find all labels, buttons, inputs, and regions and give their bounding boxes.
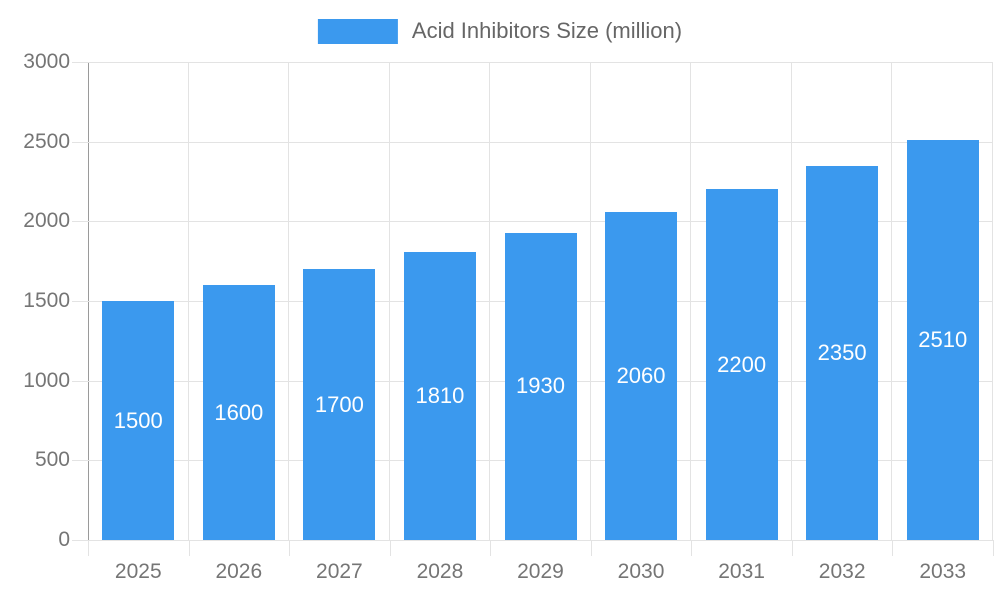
y-tick-label: 0: [58, 528, 70, 551]
x-tick-label: 2033: [919, 560, 967, 583]
y-tick-label: 500: [34, 448, 70, 472]
y-grid-line: [88, 62, 993, 63]
y-tick-label: 2500: [23, 129, 70, 153]
y-axis-tick: [72, 380, 88, 382]
y-axis-tick: [72, 62, 88, 63]
y-tick-label: 3000: [23, 50, 70, 73]
plot-area: 1500 1600 1700 1810 1930 2060 2200 2350 2510: [88, 62, 993, 541]
bar[interactable]: 1500: [102, 301, 175, 540]
x-axis-tick: [691, 540, 693, 556]
x-axis-tick: [389, 540, 391, 556]
y-tick-label: 1000: [23, 368, 70, 392]
legend-swatch: [317, 18, 398, 44]
bar-value-label: 2350: [817, 339, 867, 365]
x-grid-line: [187, 62, 189, 540]
bar-value-label: 1600: [214, 399, 264, 425]
x-axis-tick: [188, 540, 190, 556]
x-grid-line: [690, 62, 692, 540]
x-axis-tick: [289, 540, 291, 556]
x-grid-line: [489, 62, 491, 540]
y-grid-line: [88, 221, 993, 223]
bar[interactable]: 1700: [303, 269, 376, 540]
y-axis-tick: [72, 460, 88, 462]
x-grid-line: [992, 62, 993, 540]
y-tick-label: 2000: [23, 209, 70, 233]
bar[interactable]: 2350: [806, 165, 879, 540]
x-tick-label: 2030: [617, 560, 665, 583]
x-tick-label: 2028: [416, 560, 464, 583]
x-axis-tick: [993, 540, 994, 556]
x-axis-tick: [791, 540, 793, 556]
bar-value-label: 1810: [415, 382, 465, 408]
bar-value-label: 2200: [717, 351, 767, 377]
bar-value-label: 1700: [314, 391, 364, 417]
bar-value-label: 1500: [113, 407, 163, 433]
x-tick-label: 2026: [215, 560, 263, 583]
x-axis-tick: [490, 540, 492, 556]
x-grid-line: [790, 62, 792, 540]
y-tick-label: 1500: [23, 289, 70, 312]
x-grid-line: [388, 62, 390, 540]
bar-value-label: 2510: [918, 327, 968, 353]
x-tick-label: 2025: [114, 560, 162, 583]
x-tick-label: 2027: [316, 560, 363, 583]
x-axis-tick: [590, 540, 592, 556]
y-grid-line: [88, 141, 993, 143]
bar[interactable]: 2200: [705, 189, 778, 540]
x-grid-line: [589, 62, 591, 540]
bar-value-label: 2060: [616, 362, 666, 388]
bar[interactable]: 1600: [202, 285, 275, 540]
bar-value-label: 1930: [516, 373, 565, 399]
bar[interactable]: 1930: [504, 232, 577, 540]
x-tick-label: 2032: [818, 560, 866, 583]
y-grid-line: [88, 540, 993, 541]
x-axis-tick: [88, 540, 89, 556]
x-axis-tick: [892, 540, 894, 556]
legend[interactable]: Acid Inhibitors Size (million): [317, 18, 683, 44]
x-tick-label: 2029: [517, 560, 564, 583]
x-grid-line: [288, 62, 290, 540]
x-tick-label: 2031: [718, 560, 765, 583]
bar[interactable]: 1810: [403, 251, 476, 540]
bar[interactable]: 2060: [605, 211, 678, 540]
y-axis-tick: [72, 301, 88, 302]
bar[interactable]: 2510: [906, 140, 979, 540]
legend-label: Acid Inhibitors Size (million): [411, 18, 683, 43]
y-axis-tick: [72, 141, 88, 143]
y-axis-tick: [72, 221, 88, 223]
x-grid-line: [891, 62, 893, 540]
y-axis-tick: [72, 540, 88, 541]
